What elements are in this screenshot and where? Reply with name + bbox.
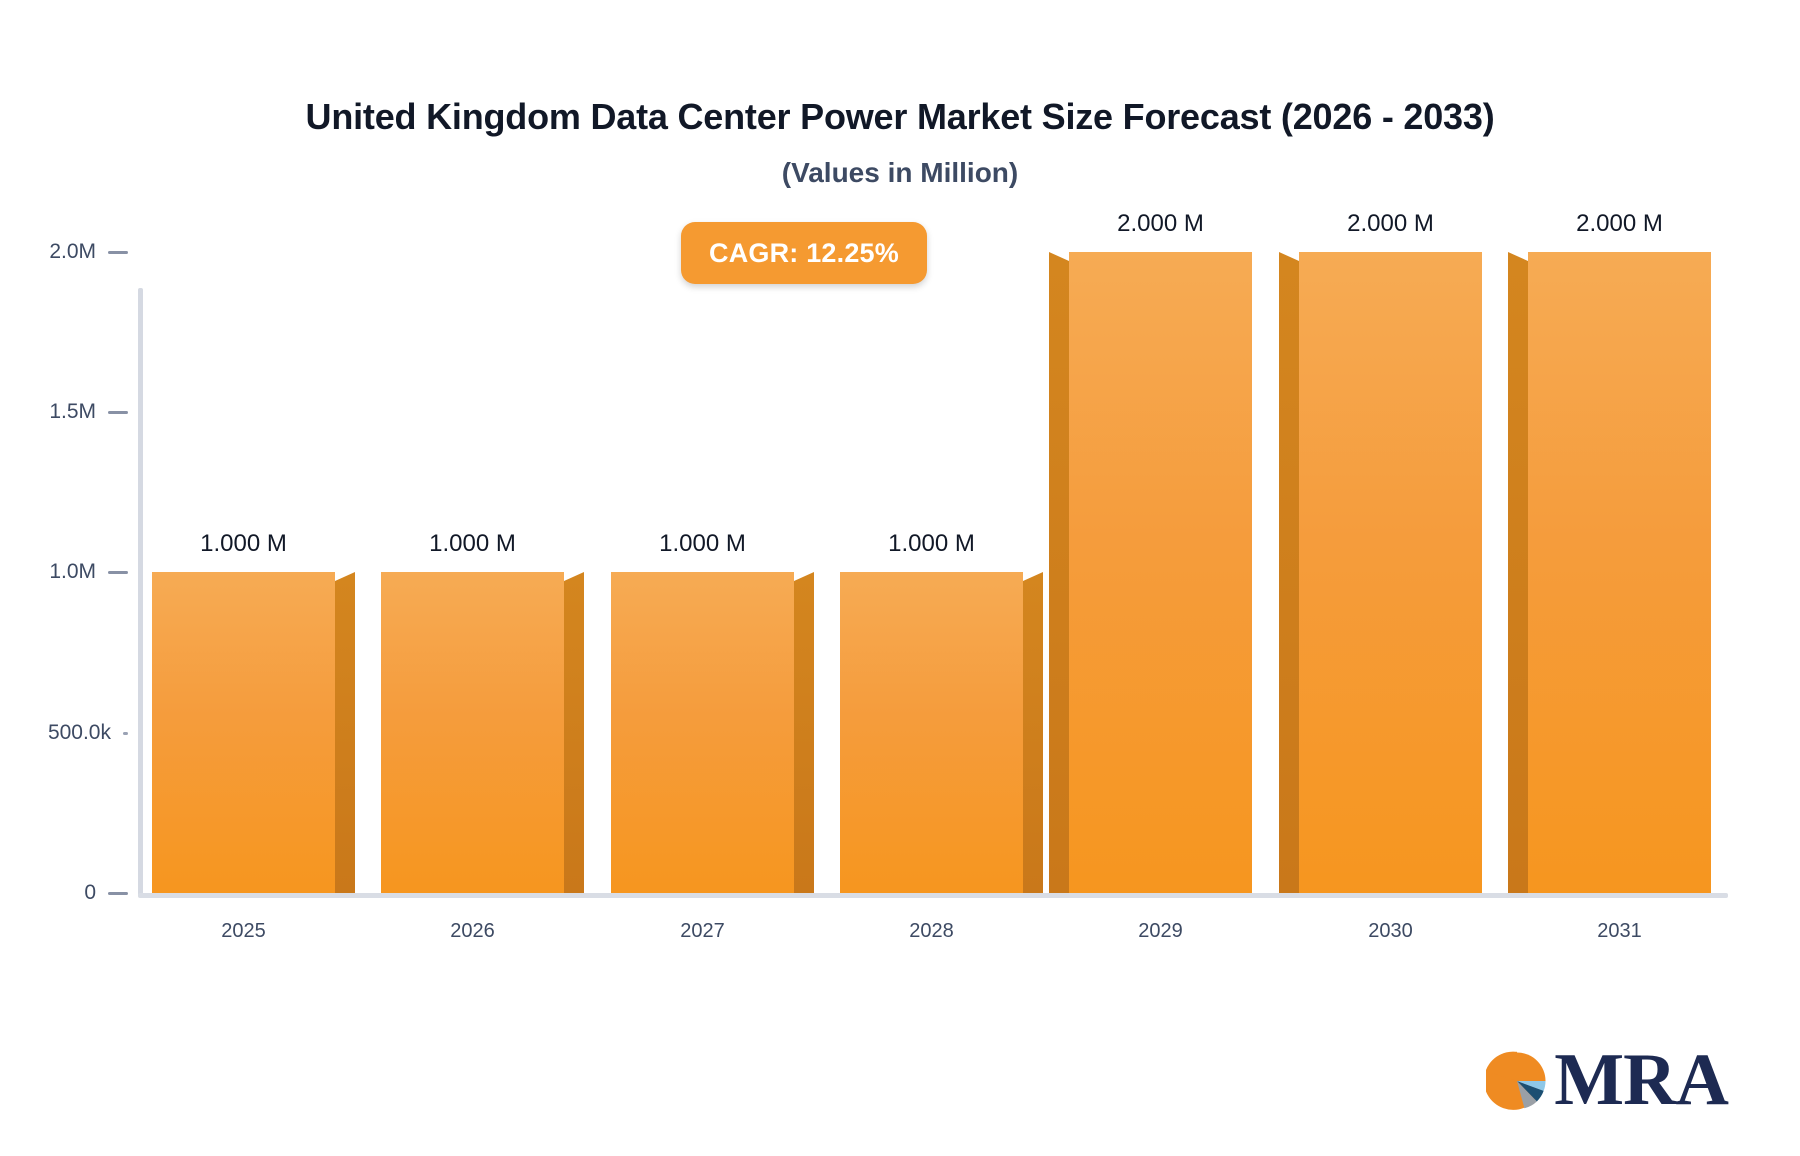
x-axis-tick-2029: 2029 — [1138, 920, 1183, 942]
brand-logo-text: MRA — [1554, 1039, 1729, 1122]
bar-2029[interactable]: 2.000 M — [1049, 210, 1252, 893]
bar-front-face — [1299, 252, 1482, 893]
tick-dash-icon — [108, 570, 128, 574]
y-axis-tick-label: 1.0M — [49, 560, 96, 583]
cagr-badge[interactable]: CAGR: 12.25% — [681, 222, 927, 284]
x-axis-tick-2027: 2027 — [680, 920, 725, 942]
bar-front-face — [152, 572, 335, 893]
y-axis-tick-label: 0 — [84, 881, 96, 904]
bar-front-face — [1069, 252, 1252, 893]
x-axis-line — [138, 893, 1728, 898]
bar-front-face — [611, 572, 794, 893]
bar-side-face — [1508, 252, 1528, 893]
x-axis-tick-2028: 2028 — [909, 920, 954, 942]
bar-side-face — [564, 572, 584, 893]
bar-value-label: 1.000 M — [659, 530, 746, 557]
x-axis-tick-2026: 2026 — [450, 920, 495, 942]
tick-dash-icon — [108, 250, 128, 254]
bar-2028[interactable]: 1.000 M — [840, 530, 1043, 893]
bar-value-label: 2.000 M — [1576, 210, 1663, 237]
bar-value-label: 2.000 M — [1117, 210, 1204, 237]
x-axis-tick-2025: 2025 — [221, 920, 266, 942]
bar-2031[interactable]: 2.000 M — [1508, 210, 1711, 893]
tick-dash-icon — [108, 410, 128, 414]
bar-2030[interactable]: 2.000 M — [1279, 210, 1482, 893]
y-axis-tick-label: 1.5M — [49, 400, 96, 423]
x-axis-tick-2030: 2030 — [1368, 920, 1413, 942]
bar-2026[interactable]: 1.000 M — [381, 530, 584, 893]
bar-value-label: 2.000 M — [1347, 210, 1434, 237]
chart-header: United Kingdom Data Center Power Market … — [0, 0, 1800, 190]
bar-side-face — [794, 572, 814, 893]
bar-value-label: 1.000 M — [429, 530, 516, 557]
bar-front-face — [840, 572, 1023, 893]
bar-side-face — [1279, 252, 1299, 893]
chart-title: United Kingdom Data Center Power Market … — [305, 96, 1495, 137]
y-axis-tick-label: 500.0k — [47, 721, 111, 744]
bar-front-face — [1528, 252, 1711, 893]
tick-dash-icon — [123, 731, 128, 735]
y-axis-tick-label: 2.0M — [49, 240, 96, 263]
x-axis-tick-2031: 2031 — [1597, 920, 1642, 942]
cagr-badge-label: CAGR: 12.25% — [709, 237, 899, 268]
tick-dash-icon — [108, 891, 128, 895]
bar-value-label: 1.000 M — [200, 530, 287, 557]
y-axis-line — [138, 288, 143, 896]
bar-side-face — [335, 572, 355, 893]
bar-side-face — [1023, 572, 1043, 893]
chart-subtitle: (Values in Million) — [781, 157, 1019, 189]
bar-value-label: 1.000 M — [888, 530, 975, 557]
brand-logo: MRA — [1486, 1039, 1729, 1122]
bar-2027[interactable]: 1.000 M — [611, 530, 814, 893]
bar-front-face — [381, 572, 564, 893]
bar-2025[interactable]: 1.000 M — [152, 530, 355, 893]
bar-side-face — [1049, 252, 1069, 893]
pie-chart-icon — [1486, 1051, 1546, 1110]
